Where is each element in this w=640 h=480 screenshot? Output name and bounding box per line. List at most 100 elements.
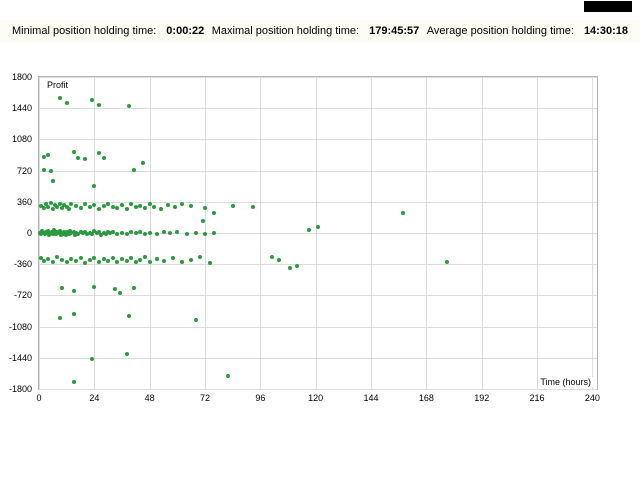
- data-point: [189, 204, 194, 209]
- data-point: [46, 257, 51, 261]
- data-point: [117, 290, 122, 295]
- data-point: [41, 167, 46, 172]
- gridline-horizontal: [39, 295, 597, 297]
- x-tick-label: 72: [200, 393, 211, 403]
- data-point: [94, 231, 99, 236]
- data-point: [83, 157, 88, 162]
- data-point: [46, 205, 51, 209]
- data-point: [140, 160, 145, 165]
- data-point: [96, 259, 101, 264]
- data-point: [92, 284, 97, 289]
- data-point: [71, 289, 76, 294]
- data-point: [106, 258, 111, 263]
- data-point: [120, 203, 124, 208]
- gridline-horizontal: [39, 233, 597, 234]
- data-point: [87, 205, 92, 209]
- data-point: [101, 257, 106, 261]
- data-point: [62, 229, 67, 234]
- data-point: [106, 229, 111, 234]
- data-point: [159, 206, 164, 211]
- data-point: [73, 204, 78, 209]
- data-point: [230, 204, 235, 209]
- x-tick-label: 216: [529, 393, 545, 403]
- data-point: [173, 205, 178, 209]
- y-tick-label: 360: [16, 196, 32, 207]
- max-holding-group: Maximal position holding time: 179:45:57: [212, 25, 420, 37]
- data-point: [316, 224, 320, 229]
- data-point: [154, 232, 159, 237]
- data-point: [101, 204, 106, 209]
- data-point: [39, 256, 44, 261]
- data-point: [184, 231, 189, 236]
- avg-holding-label: Average position holding time:: [426, 25, 574, 37]
- data-point: [147, 230, 152, 235]
- data-point: [193, 230, 198, 235]
- y-tick-label: -1440: [8, 352, 32, 363]
- gridline-horizontal: [39, 357, 597, 359]
- data-point: [46, 153, 51, 157]
- data-point: [306, 227, 311, 232]
- data-point: [103, 231, 108, 236]
- data-point: [126, 314, 131, 319]
- data-point: [110, 230, 115, 235]
- x-tick-label: 24: [89, 393, 100, 403]
- data-point: [108, 231, 113, 236]
- data-point: [45, 231, 50, 236]
- data-point: [99, 232, 104, 237]
- data-point: [68, 229, 73, 234]
- data-point: [126, 103, 131, 108]
- gridline-horizontal: [39, 389, 597, 390]
- x-tick-label: 168: [418, 393, 434, 403]
- data-point: [143, 205, 148, 210]
- data-point: [288, 265, 293, 270]
- y-tick-label: -1080: [8, 321, 32, 332]
- data-point: [193, 317, 198, 322]
- data-point: [445, 259, 450, 264]
- data-point: [60, 286, 65, 291]
- data-point: [161, 230, 166, 235]
- data-point: [175, 230, 180, 235]
- data-point: [90, 231, 95, 236]
- min-holding-label: Minimal position holding time:: [12, 25, 157, 37]
- y-tick-label: -1800: [8, 384, 32, 394]
- data-point: [295, 263, 300, 268]
- data-point: [76, 156, 81, 161]
- y-tick-label: -720: [13, 290, 32, 301]
- data-point: [57, 229, 62, 234]
- data-point: [87, 230, 92, 235]
- data-point: [200, 218, 205, 223]
- data-point: [154, 257, 159, 261]
- data-point: [115, 232, 120, 237]
- data-point: [83, 261, 88, 266]
- data-point: [90, 356, 95, 361]
- data-point: [203, 231, 208, 236]
- data-point: [96, 102, 101, 107]
- data-point: [96, 151, 101, 156]
- data-point: [115, 205, 120, 210]
- data-point: [110, 256, 115, 261]
- data-point: [73, 230, 78, 235]
- x-tick-label: 0: [36, 393, 42, 403]
- data-point: [101, 155, 106, 160]
- gridline-horizontal: [39, 77, 597, 78]
- data-point: [101, 230, 106, 235]
- data-point: [66, 232, 71, 237]
- data-point: [69, 231, 74, 236]
- data-point: [69, 257, 74, 261]
- data-point: [166, 203, 171, 208]
- max-holding-label: Maximal position holding time:: [211, 25, 360, 37]
- x-tick-label: 96: [255, 393, 266, 403]
- data-point: [64, 259, 69, 264]
- data-point: [76, 231, 81, 236]
- data-point: [71, 149, 76, 154]
- gridline-horizontal: [39, 108, 597, 110]
- plot-area: Profit Time (hours): [38, 76, 598, 390]
- data-point: [57, 201, 62, 206]
- data-point: [41, 154, 46, 159]
- data-point: [41, 205, 46, 210]
- data-point: [212, 211, 217, 216]
- data-point: [55, 205, 60, 209]
- data-point: [72, 232, 77, 237]
- data-point: [49, 229, 54, 234]
